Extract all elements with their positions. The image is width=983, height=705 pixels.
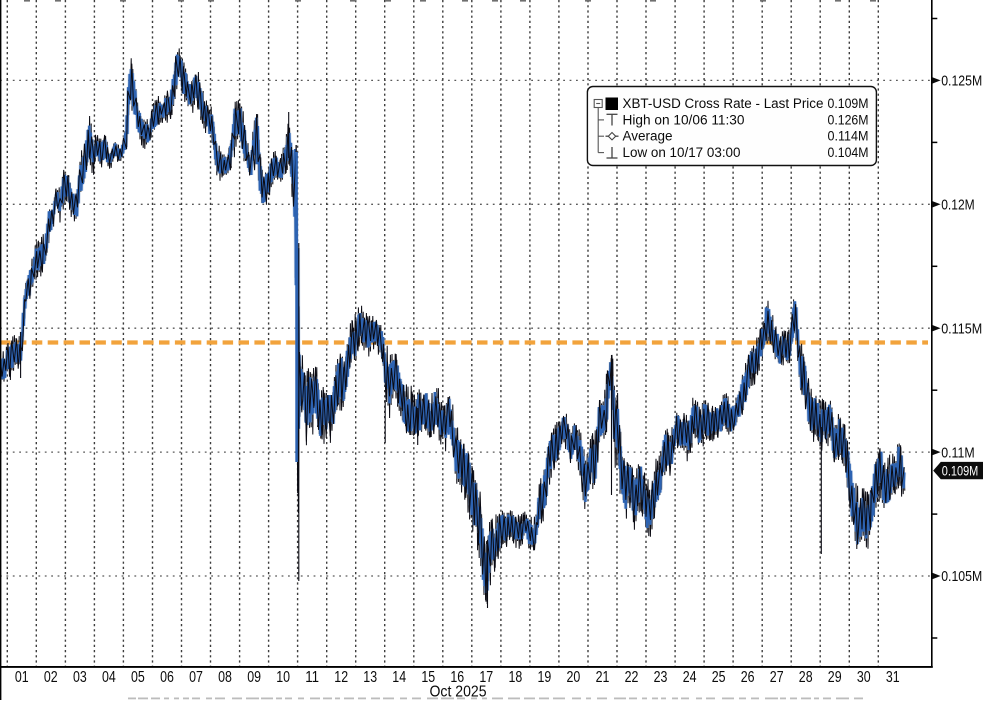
svg-text:07: 07: [189, 669, 203, 686]
svg-text:16: 16: [450, 669, 464, 686]
svg-text:0.109M: 0.109M: [828, 96, 869, 111]
svg-text:11: 11: [305, 669, 319, 686]
svg-text:31: 31: [886, 669, 900, 686]
svg-text:0.109M: 0.109M: [942, 464, 979, 479]
svg-text:0.114M: 0.114M: [828, 129, 869, 144]
svg-text:High on 10/06 11:30: High on 10/06 11:30: [623, 112, 745, 127]
svg-text:17: 17: [479, 669, 493, 686]
svg-text:0.105M: 0.105M: [941, 569, 982, 585]
svg-text:26: 26: [741, 669, 755, 686]
svg-text:29: 29: [828, 669, 842, 686]
svg-text:09: 09: [247, 669, 261, 686]
svg-text:22: 22: [625, 669, 639, 686]
svg-text:0.115M: 0.115M: [941, 321, 982, 337]
svg-text:30: 30: [857, 669, 871, 686]
svg-text:XBT-USD Cross Rate - Last Pric: XBT-USD Cross Rate - Last Price: [623, 96, 824, 111]
svg-text:0.104M: 0.104M: [828, 145, 869, 160]
svg-text:23: 23: [654, 669, 668, 686]
svg-text:08: 08: [218, 669, 232, 686]
svg-text:28: 28: [799, 669, 813, 686]
svg-text:Oct 2025: Oct 2025: [430, 684, 487, 701]
svg-text:01: 01: [15, 669, 29, 686]
svg-text:Low on 10/17 03:00: Low on 10/17 03:00: [623, 145, 741, 160]
svg-text:0.11M: 0.11M: [941, 445, 975, 461]
svg-text:02: 02: [44, 669, 58, 686]
svg-text:19: 19: [538, 669, 552, 686]
svg-text:0.125M: 0.125M: [941, 74, 982, 90]
svg-text:13: 13: [363, 669, 377, 686]
svg-text:0.126M: 0.126M: [828, 112, 869, 127]
svg-text:10: 10: [276, 669, 290, 686]
svg-text:27: 27: [770, 669, 784, 686]
svg-text:24: 24: [683, 669, 697, 686]
svg-text:05: 05: [131, 669, 145, 686]
svg-text:20: 20: [567, 669, 581, 686]
svg-text:06: 06: [160, 669, 174, 686]
svg-text:15: 15: [421, 669, 435, 686]
svg-text:Average: Average: [623, 129, 673, 144]
svg-text:18: 18: [509, 669, 523, 686]
svg-text:03: 03: [73, 669, 87, 686]
svg-text:04: 04: [102, 669, 116, 686]
svg-text:0.12M: 0.12M: [941, 198, 975, 214]
svg-text:12: 12: [334, 669, 348, 686]
svg-text:21: 21: [596, 669, 610, 686]
svg-text:25: 25: [712, 669, 726, 686]
svg-text:14: 14: [392, 669, 406, 686]
